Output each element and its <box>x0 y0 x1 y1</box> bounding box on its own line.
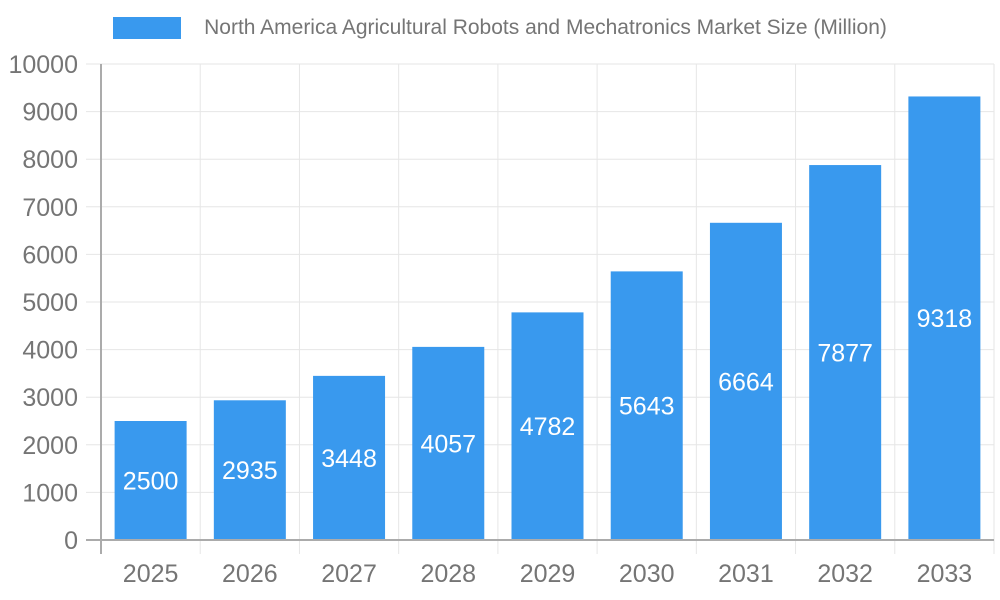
x-tick-label: 2028 <box>420 560 476 588</box>
y-tick-label: 2000 <box>22 432 78 460</box>
bar-value-label: 9318 <box>917 305 973 333</box>
x-tick-label: 2029 <box>520 560 576 588</box>
bar-value-label: 4057 <box>420 430 476 458</box>
bar-value-label: 4782 <box>520 413 576 441</box>
x-tick-label: 2031 <box>718 560 774 588</box>
y-tick-label: 10000 <box>8 51 78 79</box>
bar-2027[interactable] <box>313 375 386 539</box>
x-tick-label: 2027 <box>321 560 377 588</box>
bar-value-label: 2500 <box>123 468 179 496</box>
bar-value-label: 6664 <box>718 368 774 396</box>
legend-swatch <box>113 17 182 39</box>
y-tick-label: 9000 <box>22 99 78 127</box>
bar-2025[interactable] <box>114 421 187 539</box>
x-tick-label: 2032 <box>817 560 873 588</box>
x-tick-label: 2033 <box>917 560 973 588</box>
chart-legend[interactable]: North America Agricultural Robots and Me… <box>0 16 1000 40</box>
bar-value-label: 5643 <box>619 393 675 421</box>
bar-2031[interactable] <box>709 222 782 540</box>
y-tick-label: 7000 <box>22 194 78 222</box>
bar-value-label: 2935 <box>222 457 278 485</box>
y-tick-label: 5000 <box>22 289 78 317</box>
x-tick-label: 2025 <box>123 560 179 588</box>
y-tick-label: 6000 <box>22 241 78 269</box>
y-tick-label: 8000 <box>22 146 78 174</box>
bar-value-label: 7877 <box>817 340 873 368</box>
y-tick-label: 4000 <box>22 337 78 365</box>
legend-series-label: North America Agricultural Robots and Me… <box>204 16 887 39</box>
bar-2030[interactable] <box>610 271 683 539</box>
x-tick-label: 2030 <box>619 560 675 588</box>
bar-2026[interactable] <box>213 400 286 539</box>
y-tick-label: 1000 <box>22 479 78 507</box>
bar-value-label: 3448 <box>321 445 377 473</box>
bar-2032[interactable] <box>809 165 882 539</box>
bar-2029[interactable] <box>511 312 584 539</box>
bar-2033[interactable] <box>908 96 981 540</box>
bar-2028[interactable] <box>412 346 485 539</box>
x-tick-label: 2026 <box>222 560 278 588</box>
y-tick-label: 3000 <box>22 384 78 412</box>
y-tick-label: 0 <box>64 527 78 555</box>
